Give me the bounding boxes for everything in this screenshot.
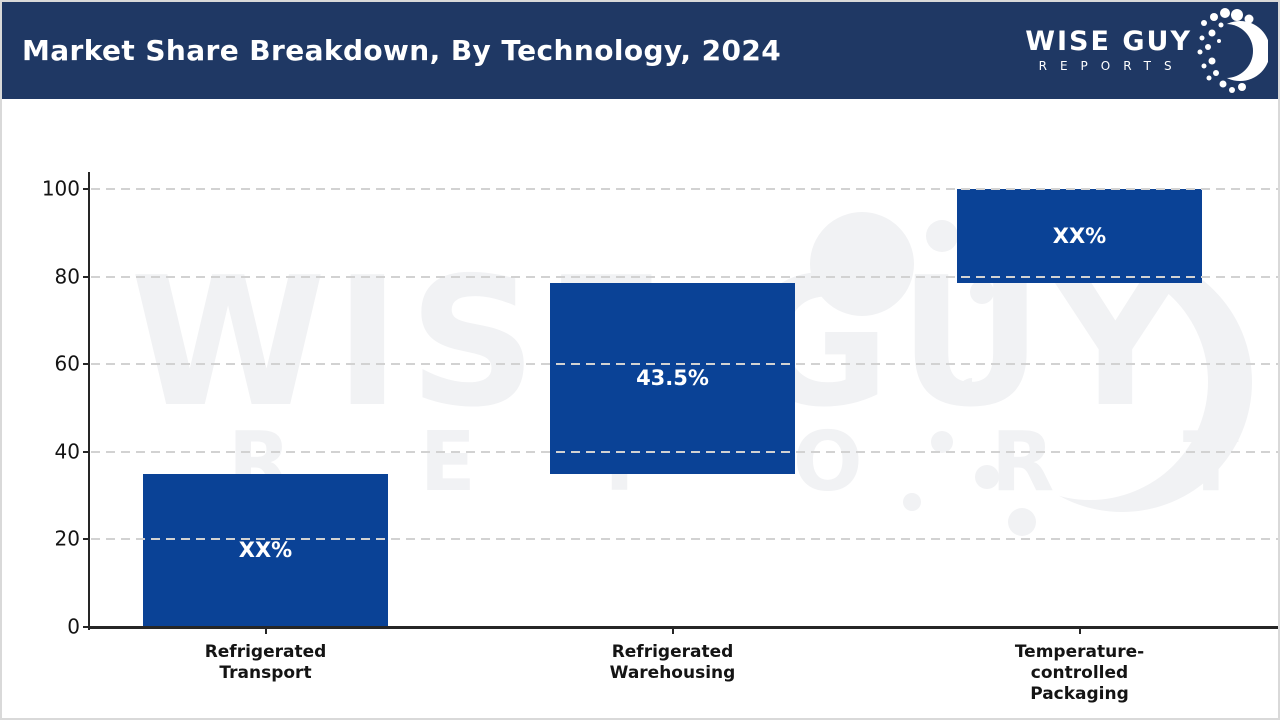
category-label-line: Packaging [1030, 684, 1129, 705]
bar-value-label: XX% [1052, 224, 1107, 249]
page-title: Market Share Breakdown, By Technology, 2… [22, 34, 782, 67]
bar [143, 473, 388, 627]
y-axis-line [88, 172, 90, 630]
y-tick-label: 100 [41, 176, 80, 201]
watermark-face-icon [810, 212, 1252, 536]
logo-wordmark-text: WISE GUY [1025, 26, 1192, 57]
bar [957, 189, 1202, 284]
category-label: Temperature-controlled Packaging [930, 642, 1230, 705]
y-tick-mark [83, 275, 90, 278]
category-label: Refrigerated Warehousing [523, 642, 823, 684]
category-label-line: Temperature- [1014, 642, 1145, 662]
logo-wordmark: WISE GUY REPORTS [1025, 28, 1192, 73]
bar-value-label: XX% [238, 538, 293, 563]
gridline [91, 188, 1278, 190]
category-label-line: Warehousing [609, 663, 736, 684]
header-band: Market Share Breakdown, By Technology, 2… [2, 2, 1278, 99]
y-tick-mark [83, 188, 90, 190]
gridline [91, 363, 1278, 366]
y-tick-mark [83, 450, 90, 453]
x-tick-mark [264, 627, 267, 634]
category-label: Refrigerated Transport [116, 642, 416, 684]
gridline [91, 275, 1278, 278]
y-tick-label: 80 [54, 264, 80, 289]
y-tick-mark [83, 363, 90, 366]
gridline [91, 538, 1278, 541]
gridline [91, 450, 1278, 453]
y-tick-label: 0 [67, 614, 80, 639]
y-tick-label: 40 [54, 439, 80, 464]
category-label-line: controlled [1030, 663, 1129, 684]
x-axis-line [88, 626, 1278, 629]
category-label-line: Refrigerated [204, 642, 327, 662]
category-label-line: Transport [219, 663, 312, 684]
bar-value-label: 43.5% [636, 366, 709, 391]
y-tick-mark [83, 538, 90, 541]
wiseguy-logo: WISE GUY REPORTS [1025, 7, 1268, 95]
y-tick-mark [83, 626, 90, 628]
logo-face-icon [1197, 7, 1268, 93]
x-tick-mark [671, 627, 674, 634]
bar [550, 283, 795, 474]
x-tick-mark [1078, 627, 1081, 634]
y-tick-label: 20 [54, 526, 80, 551]
logo-subtitle-text: REPORTS [1038, 59, 1185, 73]
y-tick-label: 60 [54, 351, 80, 376]
category-label-line: Refrigerated [611, 642, 734, 662]
